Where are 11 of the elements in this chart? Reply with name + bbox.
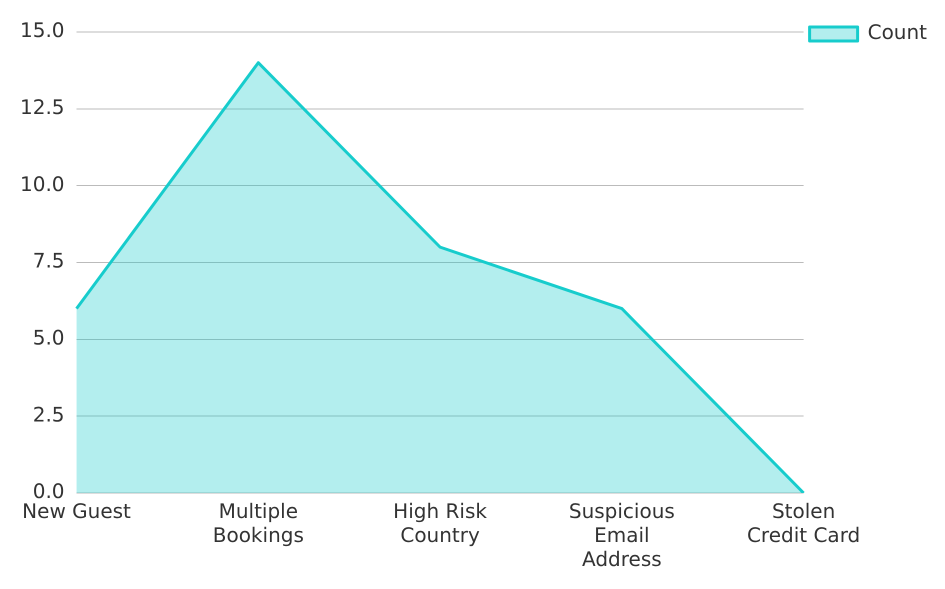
y-tick-label: 5.0 (32, 326, 65, 350)
legend-label: Count (868, 20, 928, 44)
y-tick-label: 12.5 (20, 95, 65, 120)
y-tick-label: 7.5 (32, 248, 65, 273)
y-tick-label: 2.5 (32, 402, 65, 426)
x-tick-label: High Risk Country (393, 499, 488, 548)
y-tick-label: 15.0 (20, 18, 65, 42)
y-tick-label: 10.0 (20, 172, 65, 196)
x-tick-label: Suspicious Email Address (568, 499, 675, 572)
x-tick-label: Stolen Credit Card (746, 499, 860, 548)
x-tick-label: Multiple Bookings (212, 499, 304, 548)
